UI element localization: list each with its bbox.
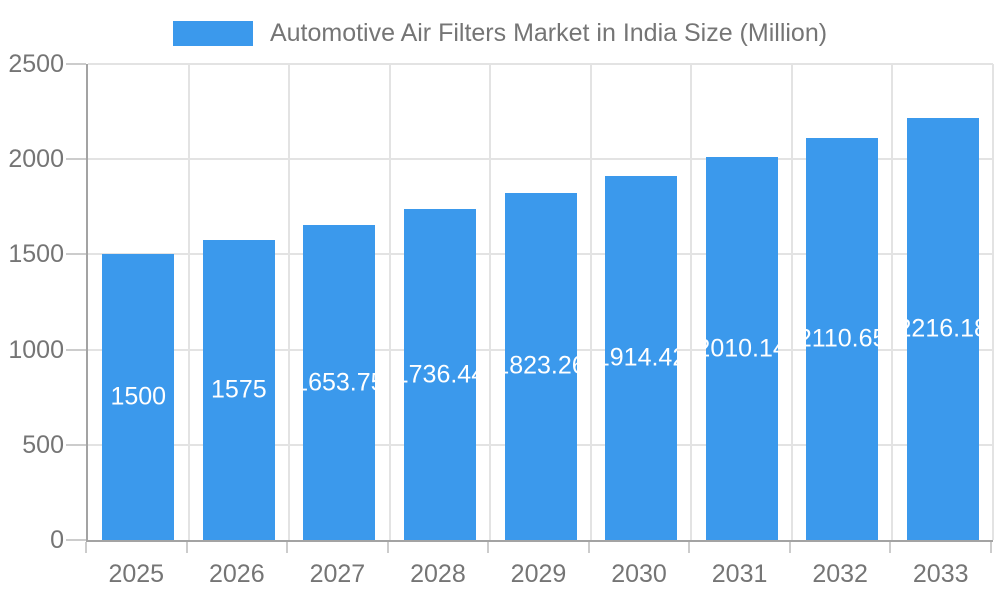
v-gridline xyxy=(690,64,693,540)
y-axis-tick-1500 xyxy=(66,253,86,256)
y-axis-tick-2500 xyxy=(66,63,86,65)
bar-value-label-2029: 1823.26 xyxy=(505,351,577,380)
bar-value-label-2025: 1500 xyxy=(110,382,167,411)
legend-color-swatch xyxy=(172,20,253,46)
y-axis-tick-label-0: 0 xyxy=(50,526,64,554)
x-axis-tick xyxy=(788,542,791,553)
y-axis-tick-label-500: 500 xyxy=(22,430,64,459)
y-axis-tick-label-1500: 1500 xyxy=(8,240,64,269)
y-axis-tick-label-1000: 1000 xyxy=(8,335,64,364)
x-axis-label-2031: 2031 xyxy=(711,560,768,588)
x-axis-tick xyxy=(688,542,691,553)
bar-value-label-2032: 2110.65 xyxy=(806,324,878,353)
v-gridline xyxy=(388,64,391,540)
v-gridline xyxy=(489,64,492,540)
x-axis-label-2026: 2026 xyxy=(209,560,265,588)
bar-2031: 2010.14 xyxy=(705,157,778,540)
y-axis-tick-label-2500: 2500 xyxy=(8,50,64,78)
v-gridline xyxy=(589,64,592,540)
bar-2033: 2216.18 xyxy=(906,118,979,540)
bar-2025: 1500 xyxy=(102,254,175,540)
bar-value-label-2027: 1653.75 xyxy=(303,368,375,397)
x-axis-tick xyxy=(990,542,992,553)
x-axis-label-2033: 2033 xyxy=(912,560,969,588)
v-gridline xyxy=(790,64,793,540)
bar-value-label-2033: 2216.18 xyxy=(907,314,979,343)
bar-value-label-2031: 2010.14 xyxy=(706,334,778,363)
x-axis-tick xyxy=(587,542,590,553)
h-gridline-2500 xyxy=(88,63,993,65)
chart-legend: Automotive Air Filters Market in India S… xyxy=(0,19,1000,47)
x-axis-label-2028: 2028 xyxy=(410,560,466,588)
v-gridline xyxy=(992,64,994,540)
legend-item-market-size[interactable]: Automotive Air Filters Market in India S… xyxy=(172,19,828,47)
h-gridline-2000 xyxy=(88,158,993,161)
x-axis-tick xyxy=(487,542,490,553)
y-axis-tick-0 xyxy=(66,539,86,541)
bar-value-label-2026: 1575 xyxy=(211,375,267,404)
bar-2032: 2110.65 xyxy=(806,138,879,540)
bar-value-label-2028: 1736.44 xyxy=(404,360,476,389)
x-axis-label-2025: 2025 xyxy=(108,560,165,588)
bar-2030: 1914.42 xyxy=(605,175,678,540)
v-gridline xyxy=(288,64,291,540)
x-axis-label-2030: 2030 xyxy=(611,560,667,588)
bar-value-label-2030: 1914.42 xyxy=(605,343,677,372)
v-gridline xyxy=(187,64,190,540)
plot-area: 1500 1575 1653.75 1736.44 1823.26 1914.42 2010… xyxy=(86,63,994,542)
x-axis-label-2032: 2032 xyxy=(812,560,868,588)
y-axis-tick-2000 xyxy=(66,158,86,161)
x-axis-tick xyxy=(386,542,389,553)
legend-label: Automotive Air Filters Market in India S… xyxy=(269,19,828,47)
bar-2026: 1575 xyxy=(202,240,275,540)
y-axis-tick-label-2000: 2000 xyxy=(8,145,64,174)
x-axis-tick xyxy=(889,542,892,553)
bar-2027: 1653.75 xyxy=(303,225,376,540)
y-axis-tick-500 xyxy=(66,443,86,446)
bar-2029: 1823.26 xyxy=(504,192,577,540)
bar-2028: 1736.44 xyxy=(403,209,476,540)
x-axis-tick xyxy=(286,542,289,553)
y-axis-tick-1000 xyxy=(66,348,86,351)
x-axis-tick xyxy=(85,542,87,553)
x-axis-tick xyxy=(185,542,188,553)
v-gridline xyxy=(891,64,894,540)
x-axis-label-2029: 2029 xyxy=(510,560,567,588)
x-axis-label-2027: 2027 xyxy=(309,560,366,588)
